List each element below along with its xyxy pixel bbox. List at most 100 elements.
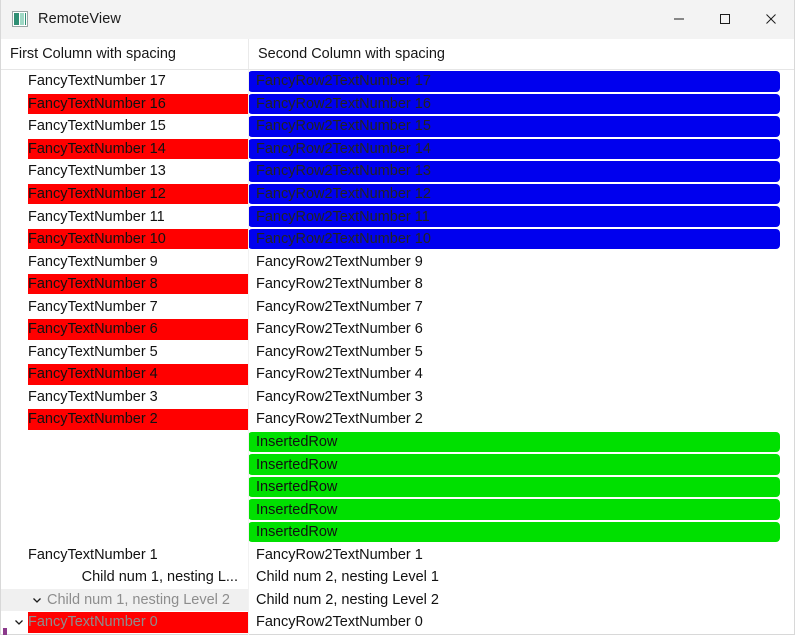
cell-first-column[interactable]: Child num 1, nesting Level 2 <box>1 588 248 612</box>
table-row[interactable]: Child num 1, nesting Level 2 Child num 2,… <box>1 588 794 612</box>
cell-first-column[interactable] <box>1 431 248 454</box>
table-row[interactable]: FancyTextNumber 6 FancyRow2TextNumber 6 <box>1 318 794 341</box>
cell-text-first-column: FancyTextNumber 13 <box>28 163 166 180</box>
table-row[interactable]: InsertedRow <box>1 521 794 544</box>
cell-second-column[interactable]: FancyRow2TextNumber 10 <box>248 228 794 251</box>
cell-second-column[interactable]: FancyRow2TextNumber 13 <box>248 160 794 183</box>
cell-first-column[interactable] <box>1 476 248 499</box>
table-row[interactable]: FancyTextNumber 1 FancyRow2TextNumber 1 <box>1 543 794 566</box>
cell-second-column[interactable]: FancyRow2TextNumber 8 <box>248 273 794 296</box>
cell-text-second-column: InsertedRow <box>256 501 338 518</box>
cell-text-first-column: FancyTextNumber 15 <box>28 118 166 135</box>
table-row[interactable]: FancyTextNumber 4 FancyRow2TextNumber 4 <box>1 363 794 386</box>
cell-second-column[interactable]: FancyRow2TextNumber 2 <box>248 408 794 431</box>
table-row[interactable]: FancyTextNumber 16 FancyRow2TextNumber 16 <box>1 93 794 116</box>
cell-text-second-column: InsertedRow <box>256 434 338 451</box>
cell-highlight-blue <box>248 161 780 182</box>
cell-second-column[interactable]: Child num 2, nesting Level 1 <box>248 566 794 589</box>
cell-first-column[interactable]: FancyTextNumber 14 <box>1 138 248 161</box>
cell-second-column[interactable]: InsertedRow <box>248 521 794 544</box>
cell-first-column[interactable]: FancyTextNumber 9 <box>1 250 248 273</box>
table-row[interactable]: FancyTextNumber 17 FancyRow2TextNumber 17 <box>1 70 794 93</box>
cell-second-column[interactable]: FancyRow2TextNumber 5 <box>248 341 794 364</box>
table-row[interactable]: FancyTextNumber 13 FancyRow2TextNumber 13 <box>1 160 794 183</box>
cell-text-first-column: FancyTextNumber 6 <box>28 321 158 338</box>
table-row[interactable]: FancyTextNumber 9 FancyRow2TextNumber 9 <box>1 250 794 273</box>
table-row[interactable]: FancyTextNumber 0 FancyRow2TextNumber 0 <box>1 611 794 634</box>
cell-first-column[interactable]: FancyTextNumber 17 <box>1 70 248 93</box>
cell-text-second-column: InsertedRow <box>256 479 338 496</box>
table-row[interactable]: FancyTextNumber 12 FancyRow2TextNumber 12 <box>1 183 794 206</box>
chevron-down-icon[interactable] <box>11 611 27 634</box>
column-header-second[interactable]: Second Column with spacing <box>248 39 794 69</box>
cell-second-column[interactable]: FancyRow2TextNumber 7 <box>248 295 794 318</box>
table-row[interactable]: FancyTextNumber 10 FancyRow2TextNumber 10 <box>1 228 794 251</box>
cell-second-column[interactable]: FancyRow2TextNumber 11 <box>248 205 794 228</box>
cell-first-column[interactable]: FancyTextNumber 3 <box>1 386 248 409</box>
maximize-button[interactable] <box>702 0 748 38</box>
row-hover-background <box>1 588 248 612</box>
close-button[interactable] <box>748 0 794 38</box>
cell-first-column[interactable]: FancyTextNumber 13 <box>1 160 248 183</box>
cell-second-column[interactable]: FancyRow2TextNumber 6 <box>248 318 794 341</box>
cell-second-column[interactable]: FancyRow2TextNumber 0 <box>248 611 794 634</box>
data-grid[interactable]: FancyTextNumber 17 FancyRow2TextNumber 17… <box>1 70 794 635</box>
cell-second-column[interactable]: FancyRow2TextNumber 14 <box>248 138 794 161</box>
table-row[interactable]: FancyTextNumber 11 FancyRow2TextNumber 11 <box>1 205 794 228</box>
column-divider <box>248 70 249 635</box>
cell-highlight-red <box>28 93 248 115</box>
cell-text-second-column: Child num 2, nesting Level 2 <box>256 591 439 608</box>
cell-text-first-column: FancyTextNumber 16 <box>28 95 166 112</box>
cell-first-column[interactable]: FancyTextNumber 10 <box>1 228 248 251</box>
cell-first-column[interactable]: FancyTextNumber 8 <box>1 273 248 296</box>
cell-second-column[interactable]: FancyRow2TextNumber 16 <box>248 93 794 116</box>
table-row[interactable]: FancyTextNumber 2 FancyRow2TextNumber 2 <box>1 408 794 431</box>
cell-first-column[interactable]: FancyTextNumber 7 <box>1 295 248 318</box>
chevron-down-icon[interactable] <box>29 589 45 612</box>
cell-first-column[interactable]: FancyTextNumber 0 <box>1 611 248 634</box>
cell-second-column[interactable]: FancyRow2TextNumber 1 <box>248 543 794 566</box>
table-row[interactable]: InsertedRow <box>1 476 794 499</box>
cell-highlight-green <box>248 476 780 498</box>
cell-first-column[interactable]: FancyTextNumber 5 <box>1 341 248 364</box>
table-row[interactable]: InsertedRow <box>1 453 794 476</box>
cell-second-column[interactable]: FancyRow2TextNumber 4 <box>248 363 794 386</box>
cell-first-column[interactable]: FancyTextNumber 11 <box>1 205 248 228</box>
table-row[interactable]: FancyTextNumber 14 FancyRow2TextNumber 14 <box>1 138 794 161</box>
table-row[interactable]: FancyTextNumber 7 FancyRow2TextNumber 7 <box>1 295 794 318</box>
cell-first-column[interactable]: FancyTextNumber 12 <box>1 183 248 206</box>
cell-second-column[interactable]: FancyRow2TextNumber 17 <box>248 70 794 93</box>
cell-first-column[interactable] <box>1 521 248 544</box>
cell-second-column[interactable]: Child num 2, nesting Level 2 <box>248 589 794 612</box>
cell-second-column[interactable]: FancyRow2TextNumber 9 <box>248 250 794 273</box>
cell-first-column[interactable]: FancyTextNumber 15 <box>1 115 248 138</box>
table-row[interactable]: FancyTextNumber 3 FancyRow2TextNumber 3 <box>1 386 794 409</box>
cell-first-column[interactable] <box>1 498 248 521</box>
minimize-button[interactable] <box>656 0 702 38</box>
cell-second-column[interactable]: FancyRow2TextNumber 15 <box>248 115 794 138</box>
cell-first-column[interactable]: FancyTextNumber 1 <box>1 543 248 566</box>
app-logo-icon <box>12 11 28 27</box>
column-header-first[interactable]: First Column with spacing <box>10 46 176 62</box>
table-row[interactable]: InsertedRow <box>1 431 794 454</box>
table-row[interactable]: Child num 1, nesting L... Child num 2, ne… <box>1 566 794 589</box>
cell-second-column[interactable]: InsertedRow <box>248 453 794 476</box>
horizontal-scrollbar[interactable] <box>3 628 7 635</box>
cell-first-column[interactable] <box>1 453 248 476</box>
table-row[interactable]: InsertedRow <box>1 498 794 521</box>
cell-highlight-red <box>28 228 248 250</box>
cell-first-column[interactable]: FancyTextNumber 2 <box>1 408 248 431</box>
table-row[interactable]: FancyTextNumber 8 FancyRow2TextNumber 8 <box>1 273 794 296</box>
cell-second-column[interactable]: FancyRow2TextNumber 12 <box>248 183 794 206</box>
cell-second-column[interactable]: FancyRow2TextNumber 3 <box>248 386 794 409</box>
cell-second-column[interactable]: InsertedRow <box>248 476 794 499</box>
cell-second-column[interactable]: InsertedRow <box>248 498 794 521</box>
cell-first-column[interactable]: FancyTextNumber 4 <box>1 363 248 386</box>
cell-first-column[interactable]: FancyTextNumber 6 <box>1 318 248 341</box>
cell-second-column[interactable]: InsertedRow <box>248 431 794 454</box>
cell-text-first-column <box>1 431 248 454</box>
table-row[interactable]: FancyTextNumber 5 FancyRow2TextNumber 5 <box>1 341 794 364</box>
table-row[interactable]: FancyTextNumber 15 FancyRow2TextNumber 15 <box>1 115 794 138</box>
cell-first-column[interactable]: FancyTextNumber 16 <box>1 93 248 116</box>
cell-first-column[interactable]: Child num 1, nesting L... <box>1 566 248 589</box>
